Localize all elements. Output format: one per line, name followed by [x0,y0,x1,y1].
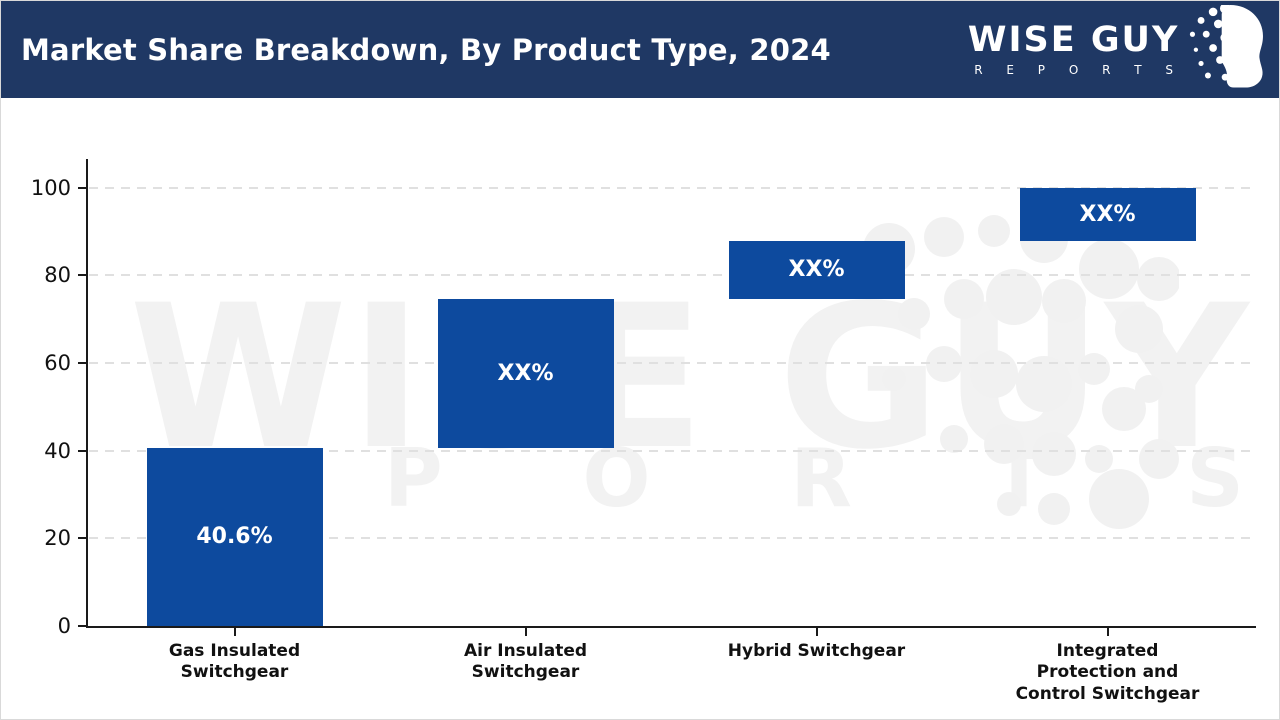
bar-value-label: XX% [1079,201,1136,227]
bar-segment: XX% [728,240,905,299]
x-axis-tick [233,628,236,636]
bar-value-label: XX% [788,257,845,283]
gridline-20 [89,537,1253,540]
x-axis-line [86,626,1256,628]
bar-segment: XX% [437,298,614,448]
bar-value-label: XX% [497,360,554,386]
wiseguy-reports-text: R E P O R T S [974,62,1183,77]
x-axis-tick [1106,628,1109,636]
wiseguy-logo: WISE GUY R E P O R T S [964,2,1265,95]
bar-segment: XX% [1019,187,1196,241]
y-axis-tick-label: 100 [30,175,71,200]
x-axis-category-label: Integrated Protection and Control Switchge… [1015,641,1200,704]
y-axis-tick-label: 40 [44,438,71,463]
y-axis-tick [78,537,86,540]
y-axis-tick-label: 20 [44,526,71,551]
y-axis-tick-label: 0 [57,614,71,638]
gridline-100 [89,186,1253,189]
gridline-60 [89,361,1253,364]
gridline-80 [89,274,1253,277]
header-bar: Market Share Breakdown, By Product Type,… [1,1,1279,98]
bar-value-label: 40.6% [196,524,273,550]
gridline-40 [89,449,1253,452]
wiseguy-logo-text: WISE GUY R E P O R T S [964,19,1183,77]
chart-title: Market Share Breakdown, By Product Type,… [21,32,831,67]
y-axis-tick [78,449,86,452]
y-axis-tick-label: 60 [44,350,71,375]
y-axis-tick [78,625,86,627]
x-axis-tick [524,628,527,636]
y-axis-line [86,159,88,628]
y-axis-tick-label: 80 [44,263,71,288]
x-axis-category-label: Gas Insulated Switchgear [168,641,301,683]
bar-segment: 40.6% [146,447,323,626]
x-axis-tick [815,628,818,636]
wiseguy-face-icon [1187,2,1265,95]
y-axis-tick [78,186,86,189]
y-axis-tick [78,361,86,364]
x-axis-category-label: Air Insulated Switchgear [463,641,588,683]
x-axis-category-label: Hybrid Switchgear [727,641,906,661]
wiseguy-brand-text: WISE GUY [967,19,1180,60]
y-axis-tick [78,274,86,277]
